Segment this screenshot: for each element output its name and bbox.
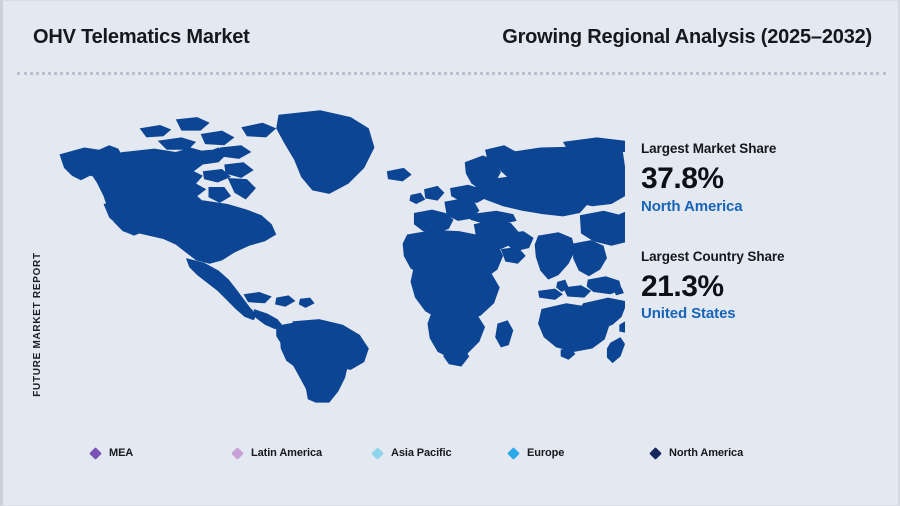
world-map-icon (59, 110, 625, 403)
legend-item-asia-pacific: Asia Pacific (371, 446, 452, 460)
legend-item-latin-america: Latin America (231, 446, 323, 460)
legend-label: Asia Pacific (391, 447, 452, 459)
header: OHV Telematics Market Growing Regional A… (3, 1, 898, 73)
header-divider (17, 72, 886, 75)
page-title: OHV Telematics Market (33, 25, 250, 48)
legend-label: North America (669, 447, 744, 459)
stat-largest-country-share: Largest Country Share 21.3% United State… (641, 249, 881, 323)
legend-diamond-icon (231, 446, 244, 460)
legend-item-north-america: North America (649, 446, 744, 460)
legend-diamond-icon (371, 446, 384, 460)
legend-item-mea: MEA (89, 446, 134, 460)
legend-diamond-icon (649, 446, 662, 460)
legend-diamond-icon (89, 446, 102, 460)
stat-region: North America (641, 197, 743, 215)
legend-label: Latin America (251, 447, 323, 459)
brand-watermark-label: FUTURE MARKET REPORT (31, 251, 43, 397)
legend-label: Europe (527, 447, 565, 459)
brand-watermark: FUTURE MARKET REPORT (29, 233, 45, 415)
header-subtitle: Growing Regional Analysis (2025–2032) (502, 25, 872, 48)
stat-value: 37.8% (641, 162, 724, 195)
stat-label: Largest Market Share (641, 141, 777, 156)
stat-region: United States (641, 305, 736, 322)
stat-largest-market-share: Largest Market Share 37.8% North America (641, 141, 881, 215)
legend-item-europe: Europe (507, 446, 565, 460)
map-legend: MEA Latin America Asia Pacific Europe No… (89, 446, 791, 469)
legend-label: MEA (109, 447, 134, 459)
legend-diamond-icon (507, 446, 520, 460)
stat-value: 21.3% (641, 269, 724, 303)
world-map (55, 93, 625, 403)
stats-panel: Largest Market Share 37.8% North America… (641, 141, 881, 322)
stat-label: Largest Country Share (641, 248, 785, 264)
